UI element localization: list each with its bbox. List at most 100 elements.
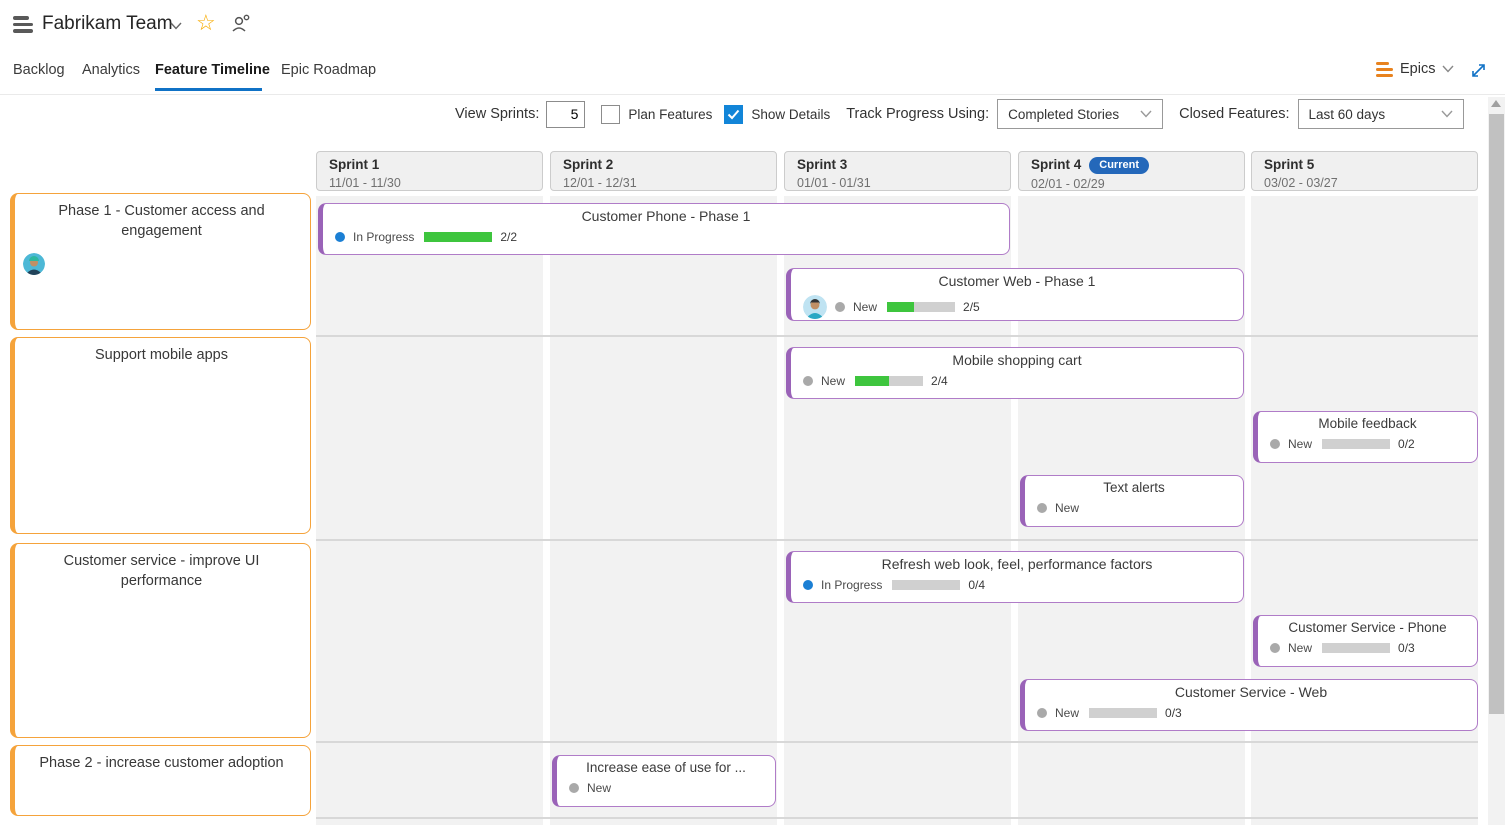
tab-analytics[interactable]: Analytics (82, 62, 141, 78)
closed-features-label: Closed Features: (1179, 106, 1290, 122)
sprint-name: Sprint 4 (1031, 157, 1082, 172)
progress-text: 0/3 (1165, 706, 1182, 720)
row-separator (316, 335, 1478, 337)
status-dot (803, 580, 813, 590)
status-text: In Progress (821, 578, 883, 592)
progress-bar (424, 232, 493, 242)
sprint-name: Sprint 5 (1264, 157, 1315, 172)
status-text: New (587, 781, 612, 795)
chevron-down-icon[interactable] (170, 22, 182, 30)
status-text: New (1055, 501, 1080, 515)
feature-card-customer-service-web[interactable]: Customer Service - Web New 0/3 (1020, 679, 1478, 731)
epic-card-support-mobile-apps[interactable]: Support mobile apps (10, 337, 311, 534)
row-separator (316, 817, 1478, 819)
status-dot (335, 232, 345, 242)
scroll-up-arrow-icon[interactable] (1491, 100, 1501, 107)
team-title[interactable]: Fabrikam Team (42, 13, 173, 34)
toolbar: View Sprints: Plan Features Show Details… (0, 96, 1505, 132)
feature-card-customer-phone-phase-1[interactable]: Customer Phone - Phase 1 In Progress 2/2 (318, 203, 1010, 255)
track-progress-label: Track Progress Using: (846, 106, 990, 122)
current-sprint-badge: Current (1089, 157, 1149, 174)
status-dot (1270, 439, 1280, 449)
status-text: New (1055, 706, 1080, 720)
fullscreen-expand-icon[interactable] (1470, 62, 1487, 79)
epic-card-customer-service[interactable]: Customer service - improve UI performanc… (10, 543, 311, 738)
tab-bar: Backlog Analytics Feature Timeline Epic … (0, 48, 1505, 95)
feature-title: Increase ease of use for ... (586, 760, 746, 775)
backlog-level-selector[interactable]: Epics (1376, 61, 1454, 77)
feature-card-customer-web-phase-1[interactable]: Customer Web - Phase 1 New 2/5 (786, 268, 1244, 321)
show-details-label: Show Details (751, 106, 831, 122)
sprint-header-3: Sprint 3 01/01 - 01/31 (784, 151, 1011, 191)
tab-backlog[interactable]: Backlog (13, 62, 65, 78)
feature-card-customer-service-phone[interactable]: Customer Service - Phone New 0/3 (1253, 615, 1478, 667)
vertical-scrollbar[interactable] (1488, 97, 1505, 825)
plan-features-checkbox[interactable] (601, 104, 621, 124)
status-text: New (1288, 641, 1313, 655)
row-separator (316, 539, 1478, 541)
favorite-star-icon[interactable]: ☆ (196, 10, 216, 35)
status-dot (569, 783, 579, 793)
progress-text: 2/4 (931, 374, 948, 388)
feature-title: Refresh web look, feel, performance fact… (881, 556, 1153, 572)
progress-text: 2/5 (963, 300, 980, 314)
scrollbar-thumb[interactable] (1489, 114, 1504, 714)
epic-card-phase-2[interactable]: Phase 2 - increase customer adoption (10, 745, 311, 816)
progress-text: 0/3 (1398, 641, 1415, 655)
feature-card-increase-ease-of-use[interactable]: Increase ease of use for ... New (552, 755, 776, 807)
feature-title: Customer Service - Phone (1288, 620, 1447, 635)
tab-feature-timeline[interactable]: Feature Timeline (155, 62, 270, 78)
epic-card-phase-1[interactable]: Phase 1 - Customer access and engagement (10, 193, 311, 330)
top-header: Fabrikam Team ☆ (0, 0, 1505, 48)
sprint-dates: 12/01 - 12/31 (563, 176, 637, 190)
track-progress-dropdown[interactable]: Completed Stories (997, 99, 1164, 129)
epic-title: Phase 2 - increase customer adoption (39, 755, 284, 771)
track-progress-value: Completed Stories (1008, 106, 1120, 122)
feature-card-text-alerts[interactable]: Text alerts New (1020, 475, 1244, 527)
feature-card-mobile-feedback[interactable]: Mobile feedback New 0/2 (1253, 411, 1478, 463)
status-dot (803, 376, 813, 386)
status-dot (1037, 708, 1047, 718)
sprint-dates: 02/01 - 02/29 (1031, 177, 1105, 191)
feature-title: Mobile shopping cart (952, 352, 1082, 368)
epics-icon (1376, 61, 1393, 77)
plan-features-label: Plan Features (628, 106, 713, 122)
progress-text: 0/2 (1398, 437, 1415, 451)
feature-title: Customer Phone - Phase 1 (581, 208, 751, 224)
progress-bar (1322, 643, 1391, 653)
sprint-header-5: Sprint 5 03/02 - 03/27 (1251, 151, 1478, 191)
feature-card-mobile-shopping-cart[interactable]: Mobile shopping cart New 2/4 (786, 347, 1244, 399)
sprint-header-4: Sprint 4 Current 02/01 - 02/29 (1018, 151, 1245, 191)
team-members-icon[interactable] (230, 14, 252, 34)
feature-card-refresh-web-look[interactable]: Refresh web look, feel, performance fact… (786, 551, 1244, 603)
tab-epic-roadmap[interactable]: Epic Roadmap (281, 62, 377, 78)
sprint-1-column (316, 196, 543, 825)
status-dot (1270, 643, 1280, 653)
status-text: New (853, 300, 878, 314)
sprint-dates: 03/02 - 03/27 (1264, 176, 1338, 190)
status-text: New (821, 374, 846, 388)
epic-title: Support mobile apps (95, 347, 228, 363)
chevron-down-icon (1140, 110, 1152, 118)
progress-text: 2/2 (500, 230, 518, 244)
view-sprints-input[interactable] (546, 100, 586, 128)
view-sprints-label: View Sprints: (455, 106, 540, 122)
row-separator (316, 741, 1478, 743)
chevron-down-icon (1440, 110, 1453, 118)
epic-title: Phase 1 - Customer access and engagement (58, 203, 265, 239)
progress-bar (1089, 708, 1158, 718)
feature-title: Customer Web - Phase 1 (938, 273, 1096, 289)
show-details-checkbox[interactable] (724, 104, 744, 124)
feature-title: Customer Service - Web (1174, 684, 1328, 700)
sprint-header-1: Sprint 1 11/01 - 11/30 (316, 151, 543, 191)
progress-bar (855, 376, 924, 386)
sprint-dates: 01/01 - 01/31 (797, 176, 871, 190)
sprint-name: Sprint 1 (329, 157, 380, 172)
progress-bar (892, 580, 961, 590)
backlog-level-label: Epics (1400, 61, 1436, 77)
closed-features-dropdown[interactable]: Last 60 days (1297, 99, 1464, 129)
progress-bar (1322, 439, 1391, 449)
progress-text: 0/4 (968, 578, 986, 592)
active-tab-underline (155, 88, 262, 91)
